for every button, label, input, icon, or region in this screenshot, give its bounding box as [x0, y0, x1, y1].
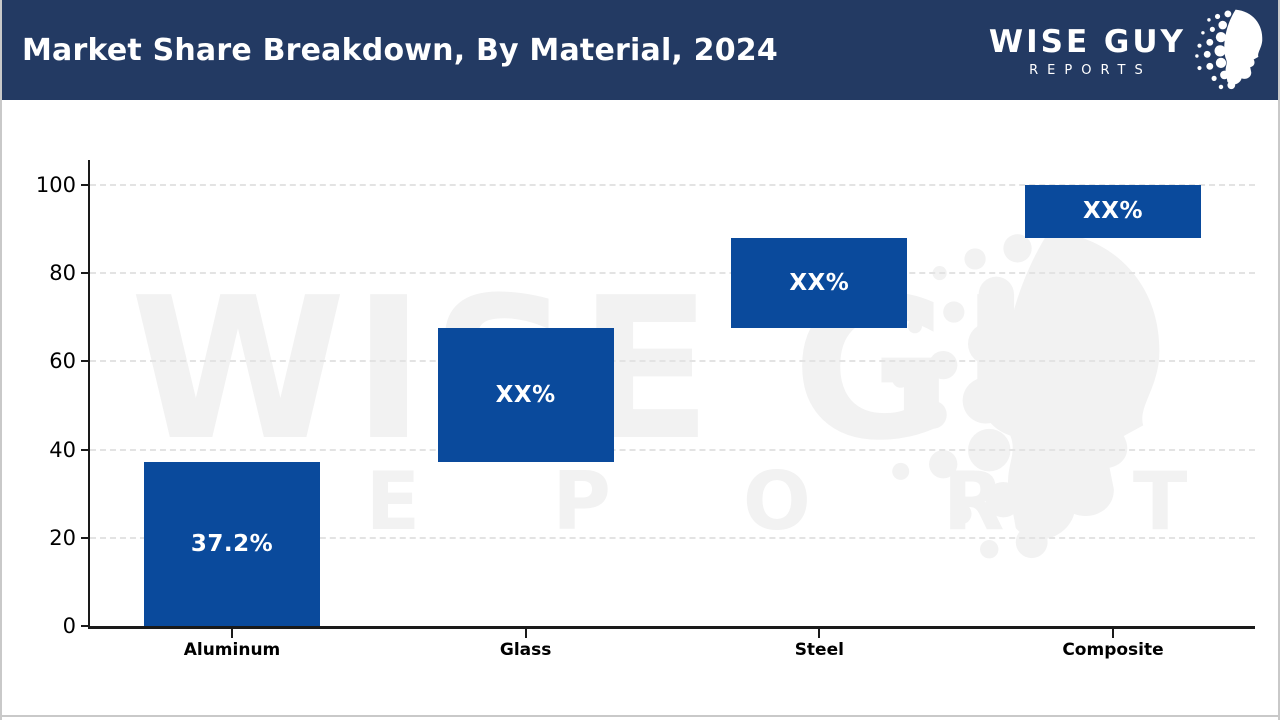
y-tick-label-60: 60: [49, 349, 76, 374]
gridline-40: [90, 448, 1255, 451]
bar-label-aluminum: 37.2%: [190, 530, 274, 557]
category-label-composite: Composite: [1062, 640, 1164, 660]
wiseguy-logo: WISE GUY REPORTS: [989, 7, 1266, 93]
y-axis-spine: [88, 160, 90, 628]
bar-label-composite: XX%: [1082, 198, 1143, 225]
header: Market Share Breakdown, By Material, 202…: [2, 0, 1278, 100]
chart-title: Market Share Breakdown, By Material, 202…: [22, 32, 778, 68]
bar-aluminum: 37.2%: [144, 461, 320, 626]
gridline-20: [90, 536, 1255, 539]
logo-head-icon: [1195, 9, 1263, 90]
category-label-steel: Steel: [794, 640, 844, 660]
logo-wordmark-line1: WISE GUY: [988, 23, 1186, 60]
y-tick-100: [81, 184, 90, 186]
gridline-100: [90, 184, 1255, 186]
x-tick-glass: [524, 629, 527, 638]
gridline-60: [90, 360, 1255, 363]
y-tick-label-80: 80: [49, 261, 76, 286]
y-tick-label-20: 20: [49, 525, 76, 550]
x-tick-steel: [818, 629, 821, 638]
y-tick-label-0: 0: [62, 614, 76, 638]
y-tick-40: [81, 448, 90, 451]
plot: 0 20 40 60 80 100 37.2% Aluminum XX% Glass XX% Stee…: [2, 100, 1278, 720]
bar-composite: XX%: [1025, 185, 1201, 238]
x-tick-composite: [1112, 629, 1114, 638]
y-tick-80: [81, 272, 90, 275]
logo-wordmark: WISE GUY REPORTS: [988, 23, 1186, 78]
logo-wordmark-line2: REPORTS: [1029, 62, 1152, 78]
category-label-glass: Glass: [499, 640, 552, 660]
y-tick-20: [81, 536, 90, 539]
y-tick-label-40: 40: [49, 437, 76, 462]
y-tick-0: [81, 625, 90, 627]
gridline-80: [90, 272, 1255, 275]
chart-area: WISE GU REPORTS 02040608010037.2%Aluminu…: [2, 100, 1278, 720]
x-tick-aluminum: [231, 629, 233, 638]
y-tick-60: [81, 360, 90, 363]
bar-steel: XX%: [731, 237, 908, 328]
category-label-aluminum: Aluminum: [183, 640, 281, 660]
bar-glass: XX%: [437, 327, 614, 462]
bar-label-steel: XX%: [789, 269, 850, 296]
y-tick-label-100: 100: [35, 173, 76, 197]
bar-label-glass: XX%: [495, 381, 556, 408]
x-axis-spine: [88, 626, 1255, 629]
